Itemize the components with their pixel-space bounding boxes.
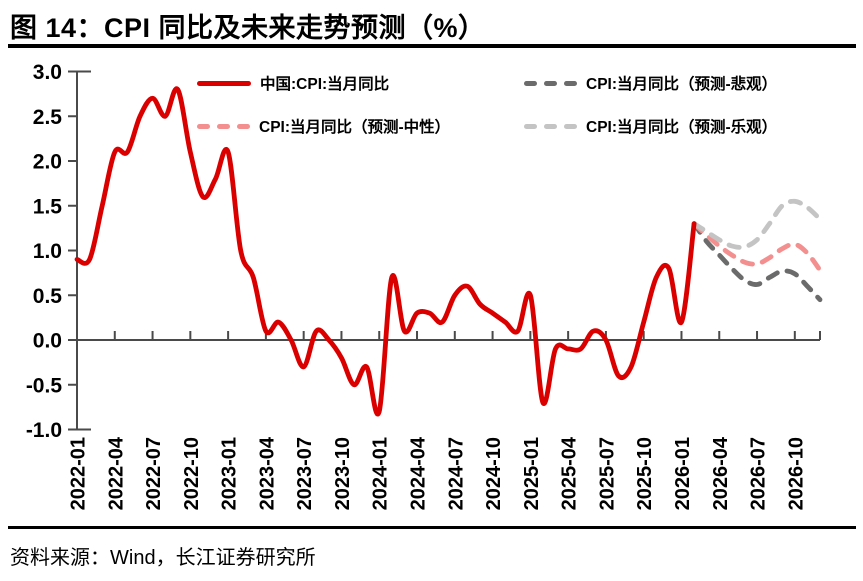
y-tick-label: 2.5 [33,106,63,129]
y-tick-label: 0.5 [33,285,63,308]
y-tick-label: -0.5 [26,374,63,397]
legend-label-forecast-pessimistic: CPI:当月同比（预测-悲观） [586,76,778,93]
x-tick-label: 2025-07 [596,437,618,510]
x-tick-label: 2025-04 [559,436,581,510]
x-tick-label: 2024-01 [370,437,392,510]
source-note: 资料来源：Wind，长江证券研究所 [10,547,316,569]
x-tick-label: 2024-07 [445,437,467,510]
x-tick-label: 2022-07 [143,437,165,510]
x-tick-label: 2023-01 [219,437,241,510]
y-tick-label: 1.5 [33,195,63,218]
title-divider [8,44,856,48]
x-tick-label: 2025-10 [634,437,656,510]
legend-item-forecast-neutral: CPI:当月同比（预测-中性） [197,117,451,136]
y-tick-label: 0.0 [33,330,62,353]
y-tick-label: 3.0 [33,61,62,84]
legend-swatch-actual-line [197,80,251,86]
x-axis [76,331,821,341]
y-tick-label: -1.0 [26,419,62,442]
x-tick-label: 2024-10 [483,437,505,510]
x-tick-label: 2026-04 [710,436,732,510]
legend-swatch-pessimistic-line [524,80,577,86]
x-tick-label: 2022-10 [181,437,203,510]
y-tick-label: 1.0 [33,240,62,263]
series-line-actual [74,86,697,417]
x-tick-label: 2024-04 [408,436,430,510]
x-tick-label: 2022-01 [68,437,90,510]
legend-item-forecast-optimistic: CPI:当月同比（预测-乐观） [524,117,778,136]
x-tick-label: 2026-07 [748,437,770,510]
figure-title: 图 14：CPI 同比及未来走势预测（%） [10,13,486,43]
x-tick-label: 2023-04 [256,436,278,510]
legend-item-forecast-pessimistic: CPI:当月同比（预测-悲观） [524,74,778,93]
y-tick-label: 2.0 [33,151,62,174]
series-line-forecast_neutral [691,221,823,273]
x-tick-label: 2025-01 [521,437,543,510]
legend-item-actual: 中国:CPI:当月同比 [197,74,390,93]
x-tick-label: 2026-10 [785,437,807,510]
y-axis [76,70,91,431]
series-line-forecast_pessimistic [691,221,823,303]
x-tick-label: 2022-04 [105,436,127,510]
series-line-forecast_optimistic [691,198,823,250]
legend-swatch-optimistic-line [524,123,577,129]
legend-label-forecast-neutral: CPI:当月同比（预测-中性） [259,119,451,136]
x-tick-label: 2023-07 [294,437,316,510]
legend-swatch-neutral-line [197,123,250,129]
legend-label-forecast-optimistic: CPI:当月同比（预测-乐观） [586,119,778,136]
legend-label-actual: 中国:CPI:当月同比 [260,76,390,93]
x-tick-label: 2023-10 [332,437,354,510]
figure-bottom-divider [8,526,856,529]
x-tick-label: 2026-01 [672,437,694,510]
